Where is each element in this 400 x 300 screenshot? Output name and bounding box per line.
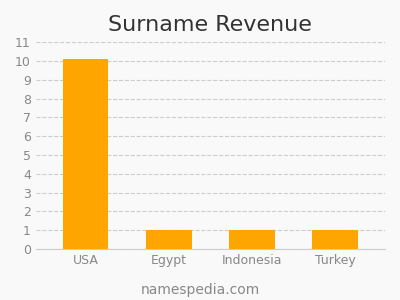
Bar xyxy=(229,230,275,249)
Bar xyxy=(146,230,192,249)
Bar xyxy=(63,59,108,249)
Title: Surname Revenue: Surname Revenue xyxy=(108,15,312,35)
Bar xyxy=(312,230,358,249)
Text: namespedia.com: namespedia.com xyxy=(140,283,260,297)
